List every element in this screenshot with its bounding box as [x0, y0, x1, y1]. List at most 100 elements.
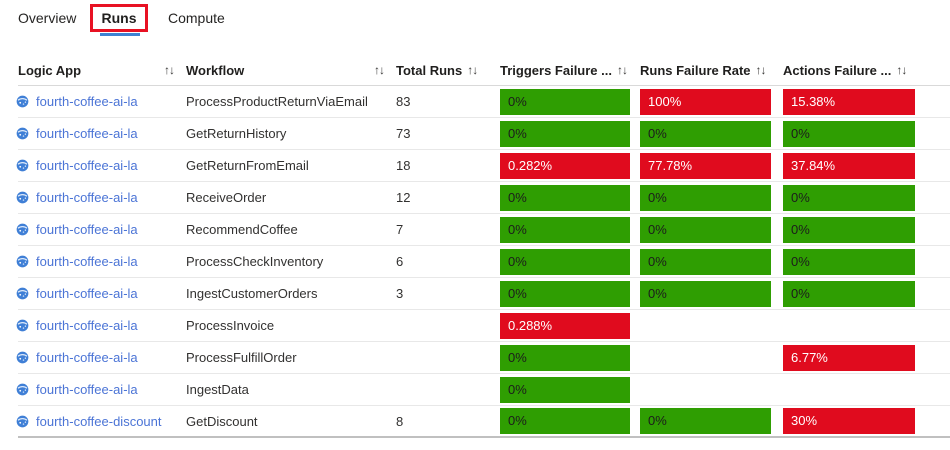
sort-arrows-icon: ↑↓: [164, 63, 175, 77]
column-header-label: Triggers Failure ...: [500, 62, 612, 78]
logic-app-link[interactable]: fourth-coffee-ai-la: [36, 254, 138, 269]
logic-app-link[interactable]: fourth-coffee-ai-la: [36, 350, 138, 365]
logic-app-link[interactable]: fourth-coffee-ai-la: [36, 286, 138, 301]
actions-failure-cell: 37.84%: [783, 152, 920, 179]
triggers-failure-cell: 0%: [500, 184, 640, 211]
runs-failure-rate-badge: 0%: [640, 280, 771, 307]
runs-failure-rate-cell: 0%: [640, 408, 783, 434]
table-row: fourth-coffee-ai-la ProcessInvoice 0.288…: [16, 310, 950, 342]
column-header-total-runs[interactable]: Total Runs ↑↓: [396, 63, 500, 78]
total-runs-cell: 12: [396, 190, 411, 205]
tab-compute[interactable]: Compute: [168, 10, 225, 26]
actions-failure-badge: 0%: [783, 280, 915, 307]
total-runs-cell: 83: [396, 94, 411, 109]
runs-failure-rate-badge: 0%: [640, 408, 771, 434]
column-header-logic-app[interactable]: Logic App ↑↓: [18, 63, 186, 78]
runs-failure-rate-cell: 0%: [640, 280, 783, 307]
column-header-workflow[interactable]: Workflow ↑↓: [186, 63, 396, 78]
workflow-cell: GetDiscount: [186, 413, 258, 429]
workflow-cell: RecommendCoffee: [186, 222, 298, 237]
table-row: fourth-coffee-ai-la GetReturnFromEmail 1…: [16, 150, 950, 182]
table-row: fourth-coffee-discount GetDiscount 8 0% …: [16, 406, 950, 438]
logic-app-link[interactable]: fourth-coffee-ai-la: [36, 318, 138, 333]
triggers-failure-badge: 0%: [500, 216, 630, 243]
runs-failure-rate-badge: 77.78%: [640, 152, 771, 179]
total-runs-cell: 7: [396, 222, 404, 237]
triggers-failure-badge: 0%: [500, 280, 630, 307]
table-header-row: Logic App ↑↓ Workflow ↑↓ Total Runs ↑↓ T…: [18, 55, 950, 86]
logic-app-cell: fourth-coffee-ai-la: [16, 94, 186, 109]
logic-app-cell: fourth-coffee-ai-la: [16, 350, 186, 365]
actions-failure-badge: 0%: [783, 184, 915, 211]
total-runs-cell: 73: [396, 126, 411, 141]
actions-failure-cell: 0%: [783, 216, 920, 243]
logic-app-icon: [16, 319, 29, 332]
logic-app-icon: [16, 159, 29, 172]
sort-arrows-icon: ↑↓: [896, 63, 907, 77]
logic-app-link[interactable]: fourth-coffee-ai-la: [36, 222, 138, 237]
triggers-failure-cell: 0%: [500, 88, 640, 115]
triggers-failure-cell: 0%: [500, 216, 640, 243]
logic-app-link[interactable]: fourth-coffee-ai-la: [36, 94, 138, 109]
logic-app-link[interactable]: fourth-coffee-ai-la: [36, 158, 138, 173]
total-runs-cell: 6: [396, 254, 404, 269]
workflow-cell: ReceiveOrder: [186, 190, 267, 205]
total-runs-cell: 8: [396, 413, 404, 429]
column-header-actions-failure[interactable]: Actions Failure ... ↑↓: [783, 63, 920, 78]
actions-failure-cell: 30%: [783, 408, 920, 434]
logic-app-icon: [16, 127, 29, 140]
triggers-failure-cell: 0.288%: [500, 312, 640, 339]
logic-app-cell: fourth-coffee-discount: [16, 413, 186, 429]
logic-app-cell: fourth-coffee-ai-la: [16, 222, 186, 237]
logic-app-icon: [16, 287, 29, 300]
logic-app-link[interactable]: fourth-coffee-discount: [36, 413, 162, 429]
workflow-cell: IngestData: [186, 382, 249, 397]
logic-app-cell: fourth-coffee-ai-la: [16, 190, 186, 205]
actions-failure-cell: 6.77%: [783, 344, 920, 371]
triggers-failure-cell: 0.282%: [500, 152, 640, 179]
logic-app-cell: fourth-coffee-ai-la: [16, 318, 186, 333]
runs-failure-rate-cell: 100%: [640, 88, 783, 115]
logic-app-icon: [16, 223, 29, 236]
runs-failure-rate-badge: 0%: [640, 216, 771, 243]
actions-failure-badge: 37.84%: [783, 152, 915, 179]
triggers-failure-cell: 0%: [500, 376, 640, 403]
workflow-cell: GetReturnFromEmail: [186, 158, 309, 173]
actions-failure-badge: 15.38%: [783, 88, 915, 115]
actions-failure-cell: 0%: [783, 248, 920, 275]
column-header-label: Total Runs: [396, 62, 463, 78]
table-row: fourth-coffee-ai-la IngestData 0%: [16, 374, 950, 406]
sort-arrows-icon: ↑↓: [374, 63, 385, 77]
workflow-cell: ProcessFulfillOrder: [186, 350, 297, 365]
tab-overview[interactable]: Overview: [18, 10, 77, 26]
actions-failure-cell: 0%: [783, 184, 920, 211]
logic-app-cell: fourth-coffee-ai-la: [16, 382, 186, 397]
actions-failure-badge: 0%: [783, 216, 915, 243]
runs-failure-rate-cell: 0%: [640, 184, 783, 211]
logic-app-cell: fourth-coffee-ai-la: [16, 126, 186, 141]
logic-app-icon: [16, 383, 29, 396]
runs-failure-rate-cell: 0%: [640, 248, 783, 275]
triggers-failure-badge: 0%: [500, 376, 630, 403]
workflow-cell: GetReturnHistory: [186, 126, 287, 141]
triggers-failure-badge: 0.282%: [500, 152, 630, 179]
triggers-failure-badge: 0%: [500, 120, 630, 147]
column-header-label: Workflow: [186, 62, 245, 78]
column-header-runs-failure-rate[interactable]: Runs Failure Rate ↑↓: [640, 63, 783, 78]
logic-app-link[interactable]: fourth-coffee-ai-la: [36, 126, 138, 141]
triggers-failure-cell: 0%: [500, 248, 640, 275]
table-row: fourth-coffee-ai-la IngestCustomerOrders…: [16, 278, 950, 310]
runs-failure-rate-cell: 77.78%: [640, 152, 783, 179]
actions-failure-cell: 0%: [783, 120, 920, 147]
tab-runs[interactable]: Runs: [101, 10, 137, 26]
triggers-failure-cell: 0%: [500, 344, 640, 371]
actions-failure-cell: 0%: [783, 280, 920, 307]
logic-app-icon: [16, 191, 29, 204]
logic-app-cell: fourth-coffee-ai-la: [16, 254, 186, 269]
table-body: fourth-coffee-ai-la ProcessProductReturn…: [16, 86, 950, 438]
triggers-failure-badge: 0%: [500, 248, 630, 275]
logic-app-link[interactable]: fourth-coffee-ai-la: [36, 382, 138, 397]
column-header-triggers-failure[interactable]: Triggers Failure ... ↑↓: [500, 63, 640, 78]
logic-app-link[interactable]: fourth-coffee-ai-la: [36, 190, 138, 205]
column-header-label: Runs Failure Rate: [640, 62, 751, 78]
